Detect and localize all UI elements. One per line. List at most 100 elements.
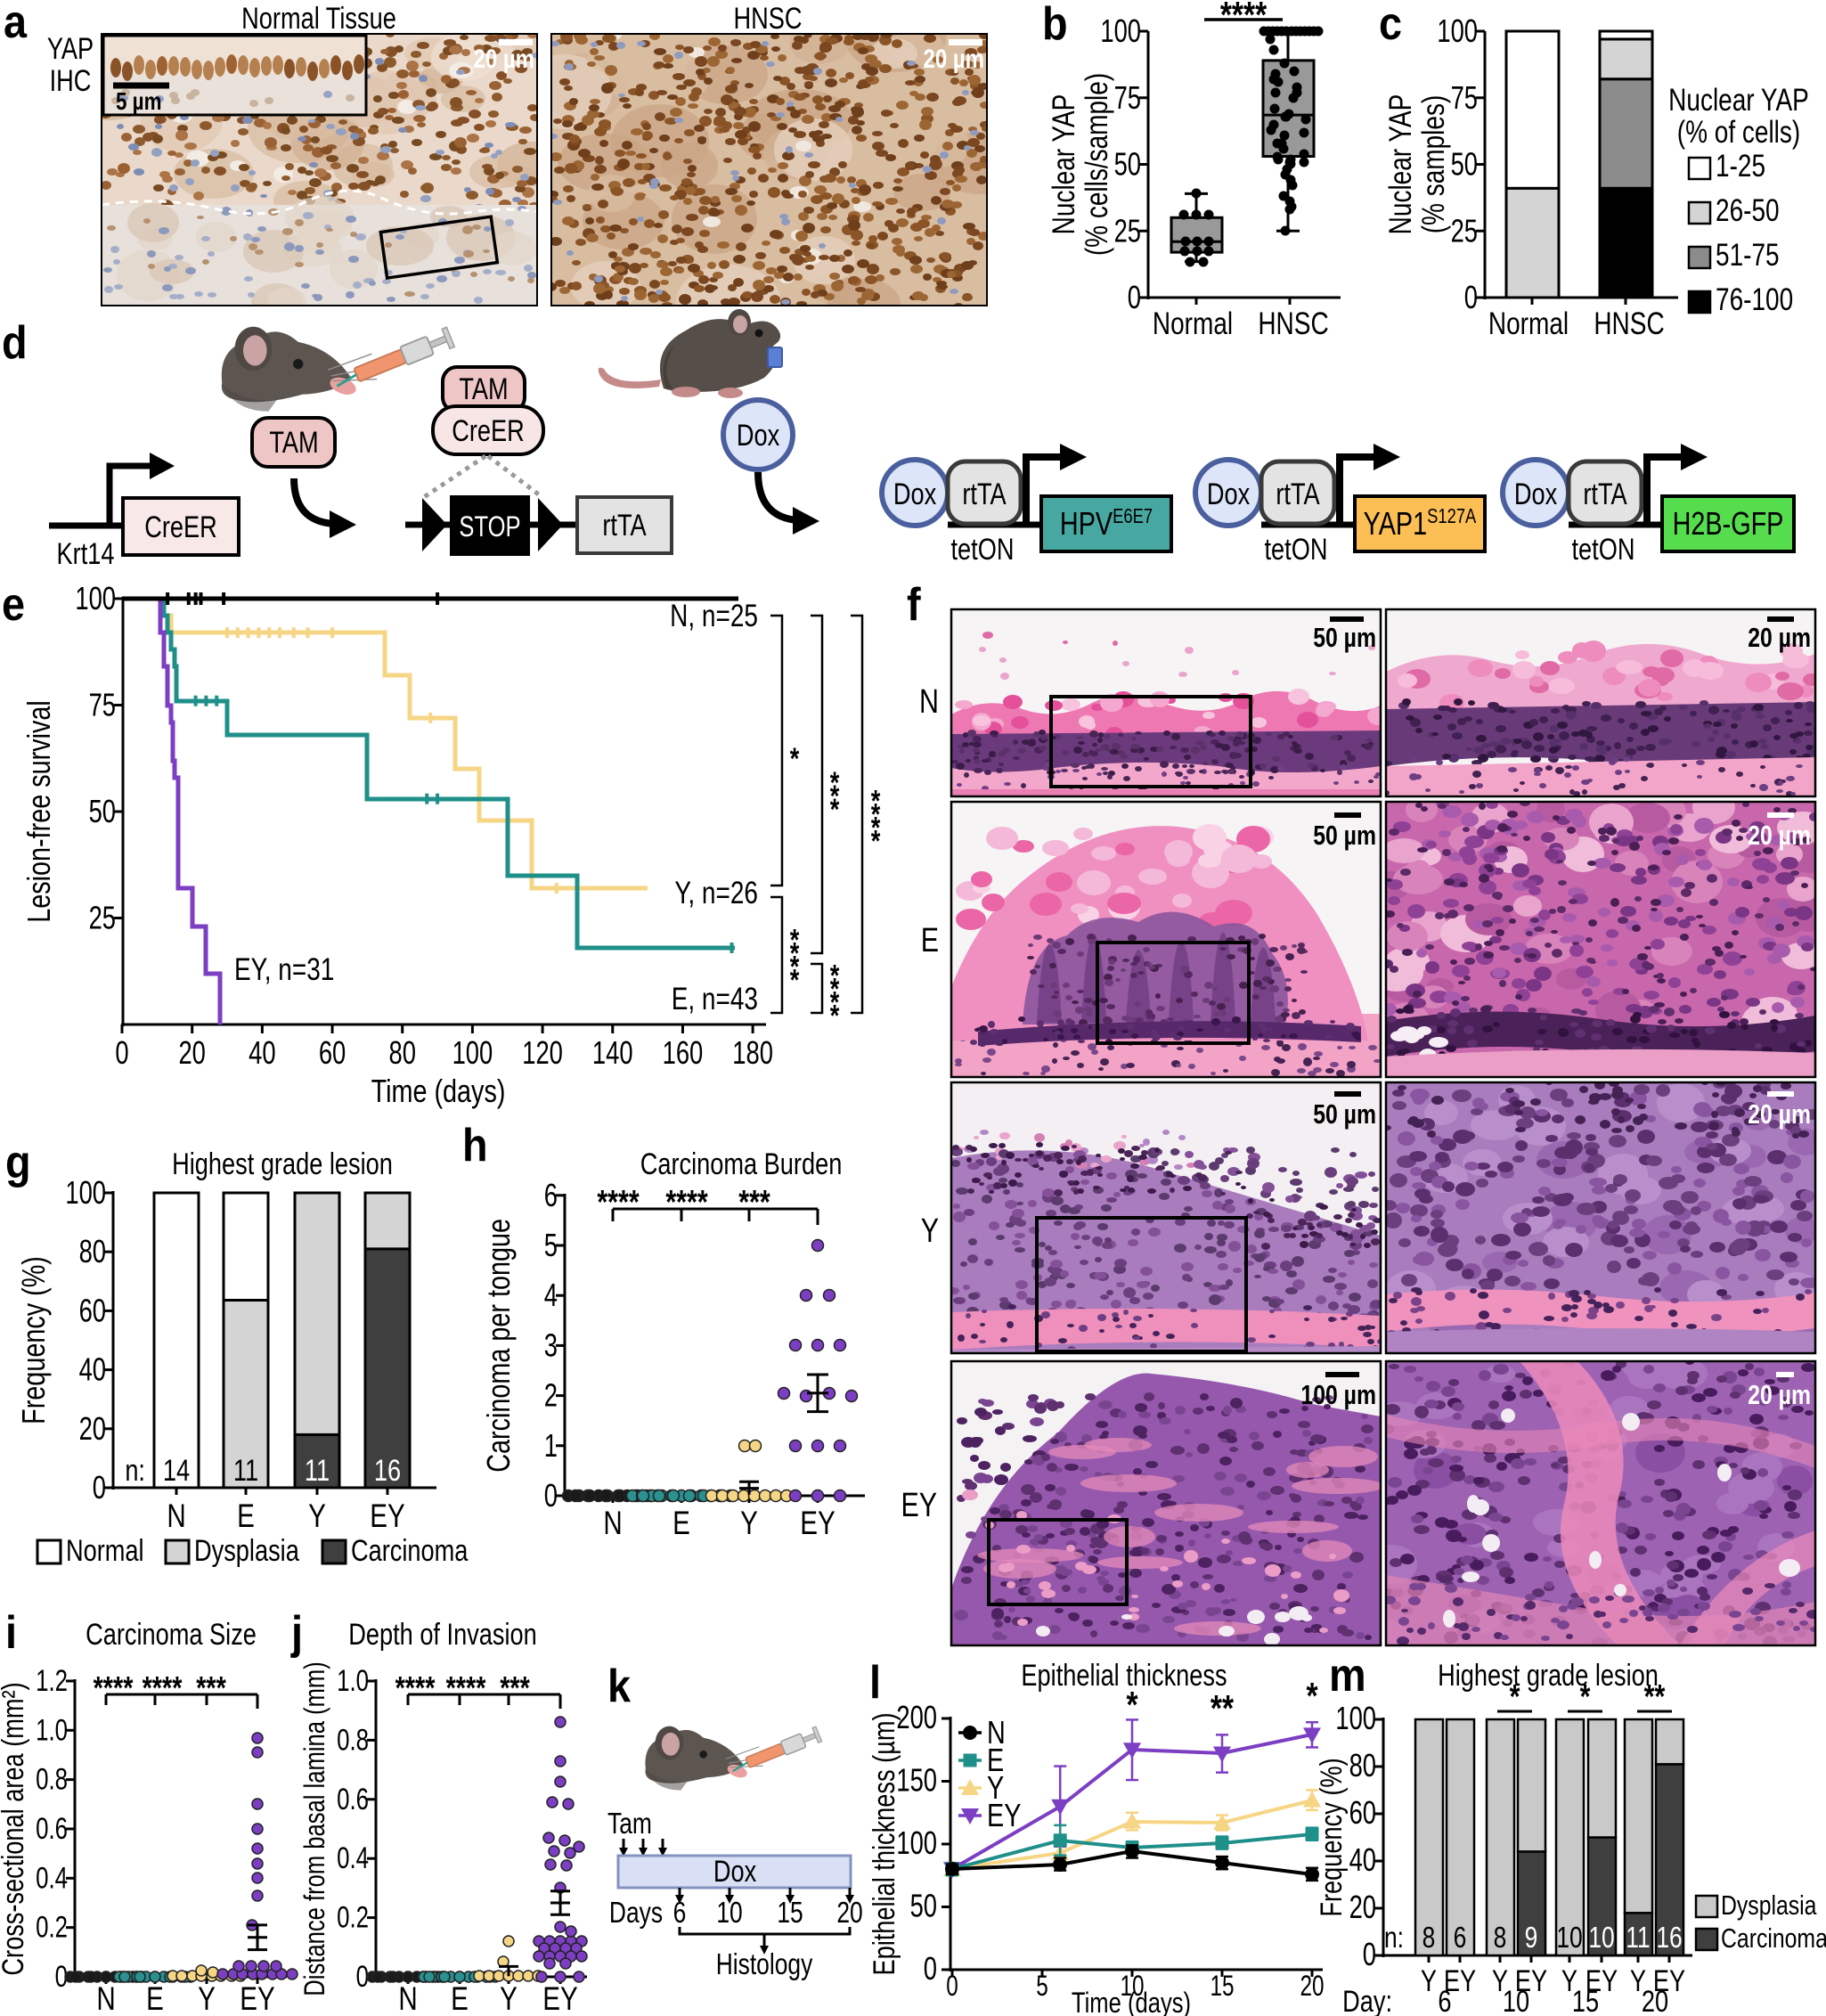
- svg-text:*: *: [871, 824, 881, 859]
- svg-text:EY: EY: [542, 1981, 577, 2016]
- svg-text:Y: Y: [500, 1981, 518, 2016]
- svg-text:0.4: 0.4: [337, 1842, 369, 1875]
- svg-text:75: 75: [1114, 79, 1141, 116]
- svg-text:3: 3: [544, 1327, 558, 1364]
- svg-text:h: h: [462, 1120, 488, 1171]
- svg-text:20: 20: [1300, 1971, 1324, 2003]
- svg-text:b: b: [1042, 0, 1068, 50]
- svg-text:100: 100: [65, 1174, 106, 1211]
- svg-text:0: 0: [55, 1961, 68, 1994]
- svg-text:Y: Y: [308, 1498, 326, 1535]
- svg-text:0.6: 0.6: [36, 1813, 68, 1846]
- svg-text:0.4: 0.4: [36, 1862, 68, 1895]
- svg-text:40: 40: [249, 1034, 275, 1071]
- svg-text:Nuclear YAP: Nuclear YAP: [1046, 94, 1081, 235]
- svg-text:Days: Days: [609, 1897, 663, 1929]
- svg-text:YAP: YAP: [47, 31, 94, 66]
- svg-text:tetON: tetON: [1572, 532, 1635, 567]
- svg-text:180: 180: [732, 1034, 773, 1071]
- svg-text:Lesion-free survival: Lesion-free survival: [20, 700, 57, 923]
- svg-text:Y: Y: [198, 1981, 216, 2016]
- svg-text:Normal: Normal: [66, 1533, 144, 1568]
- svg-text:g: g: [5, 1137, 31, 1188]
- svg-text:*: *: [830, 985, 840, 1020]
- svg-text:EY: EY: [370, 1498, 404, 1535]
- svg-text:rtTA: rtTA: [962, 477, 1007, 511]
- svg-text:*: *: [830, 792, 840, 827]
- svg-text:20: 20: [836, 1897, 862, 1929]
- svg-text:10: 10: [1120, 1971, 1144, 2003]
- svg-text:50 µm: 50 µm: [1313, 622, 1376, 652]
- svg-text:k: k: [607, 1661, 631, 1712]
- svg-text:EY: EY: [901, 1487, 937, 1524]
- svg-text:15: 15: [1210, 1971, 1234, 2003]
- svg-text:CreER: CreER: [452, 413, 525, 448]
- svg-text:0: 0: [93, 1469, 106, 1506]
- svg-text:25: 25: [89, 900, 116, 936]
- svg-text:*: *: [1126, 1685, 1137, 1726]
- svg-text:100: 100: [75, 580, 116, 616]
- svg-text:HNSC: HNSC: [1258, 306, 1328, 341]
- svg-text:Dox: Dox: [893, 477, 937, 511]
- svg-text:Normal: Normal: [1153, 306, 1233, 341]
- svg-text:50 µm: 50 µm: [1313, 1098, 1376, 1129]
- svg-text:E: E: [921, 922, 939, 959]
- svg-text:0.2: 0.2: [337, 1901, 369, 1934]
- svg-text:m: m: [1329, 1650, 1366, 1702]
- svg-text:Dox: Dox: [713, 1854, 757, 1889]
- svg-text:Nuclear YAP: Nuclear YAP: [1668, 82, 1809, 118]
- svg-text:f: f: [907, 579, 921, 631]
- svg-text:N: N: [603, 1506, 622, 1542]
- svg-text:e: e: [2, 579, 25, 631]
- svg-text:d: d: [2, 317, 28, 369]
- svg-text:4: 4: [544, 1277, 558, 1314]
- svg-text:*: *: [790, 741, 800, 776]
- svg-text:20 µm: 20 µm: [1748, 1379, 1811, 1409]
- svg-text:120: 120: [522, 1034, 563, 1071]
- svg-text:E: E: [451, 1981, 469, 2016]
- svg-text:76-100: 76-100: [1716, 282, 1793, 317]
- svg-text:E: E: [237, 1498, 255, 1535]
- svg-text:Cross-sectional area (mm²): Cross-sectional area (mm²): [0, 1682, 30, 1975]
- svg-text:Dox: Dox: [737, 418, 780, 453]
- svg-text:*: *: [871, 784, 881, 819]
- svg-text:2: 2: [544, 1377, 558, 1414]
- svg-text:Epithelial thickness: Epithelial thickness: [1021, 1658, 1227, 1693]
- svg-text:20 µm: 20 µm: [473, 43, 534, 73]
- svg-text:***: ***: [500, 1669, 530, 1706]
- svg-text:1-25: 1-25: [1716, 148, 1765, 184]
- svg-text:EY: EY: [240, 1981, 274, 2016]
- svg-text:*: *: [1306, 1677, 1317, 1718]
- svg-text:YAP1S127A: YAP1S127A: [1364, 505, 1477, 542]
- svg-text:Time (days): Time (days): [371, 1073, 506, 1109]
- svg-text:*: *: [830, 999, 840, 1033]
- svg-text:Normal Tissue: Normal Tissue: [241, 1, 396, 36]
- svg-text:Time (days): Time (days): [1072, 1987, 1191, 2016]
- svg-text:0.2: 0.2: [36, 1911, 68, 1944]
- svg-text:Highest grade lesion: Highest grade lesion: [172, 1147, 393, 1181]
- svg-text:Normal: Normal: [1488, 306, 1569, 341]
- svg-text:Carcinoma per tongue: Carcinoma per tongue: [480, 1219, 517, 1473]
- svg-text:N, n=25: N, n=25: [670, 598, 758, 633]
- svg-text:*: *: [790, 963, 800, 998]
- svg-text:80: 80: [79, 1234, 106, 1270]
- svg-text:20: 20: [79, 1410, 106, 1447]
- svg-text:0: 0: [1128, 279, 1141, 315]
- svg-text:40: 40: [79, 1351, 106, 1388]
- svg-text:*: *: [830, 959, 840, 993]
- svg-text:100: 100: [452, 1034, 493, 1071]
- svg-text:l: l: [869, 1657, 881, 1709]
- svg-text:*: *: [790, 923, 800, 958]
- svg-text:rtTA: rtTA: [1276, 477, 1320, 511]
- svg-text:80: 80: [389, 1034, 416, 1071]
- svg-text:75: 75: [89, 687, 116, 723]
- svg-text:0.8: 0.8: [337, 1724, 369, 1757]
- svg-text:5 µm: 5 µm: [116, 88, 161, 116]
- svg-text:N: N: [987, 1714, 1006, 1751]
- svg-text:140: 140: [592, 1034, 633, 1071]
- svg-text:0: 0: [946, 1971, 958, 2003]
- svg-text:HNSC: HNSC: [733, 1, 802, 36]
- svg-text:tetON: tetON: [1265, 532, 1328, 567]
- svg-text:Distance from basal lamina (m: Distance from basal lamina (mm): [299, 1661, 330, 1996]
- svg-text:200: 200: [896, 1699, 937, 1735]
